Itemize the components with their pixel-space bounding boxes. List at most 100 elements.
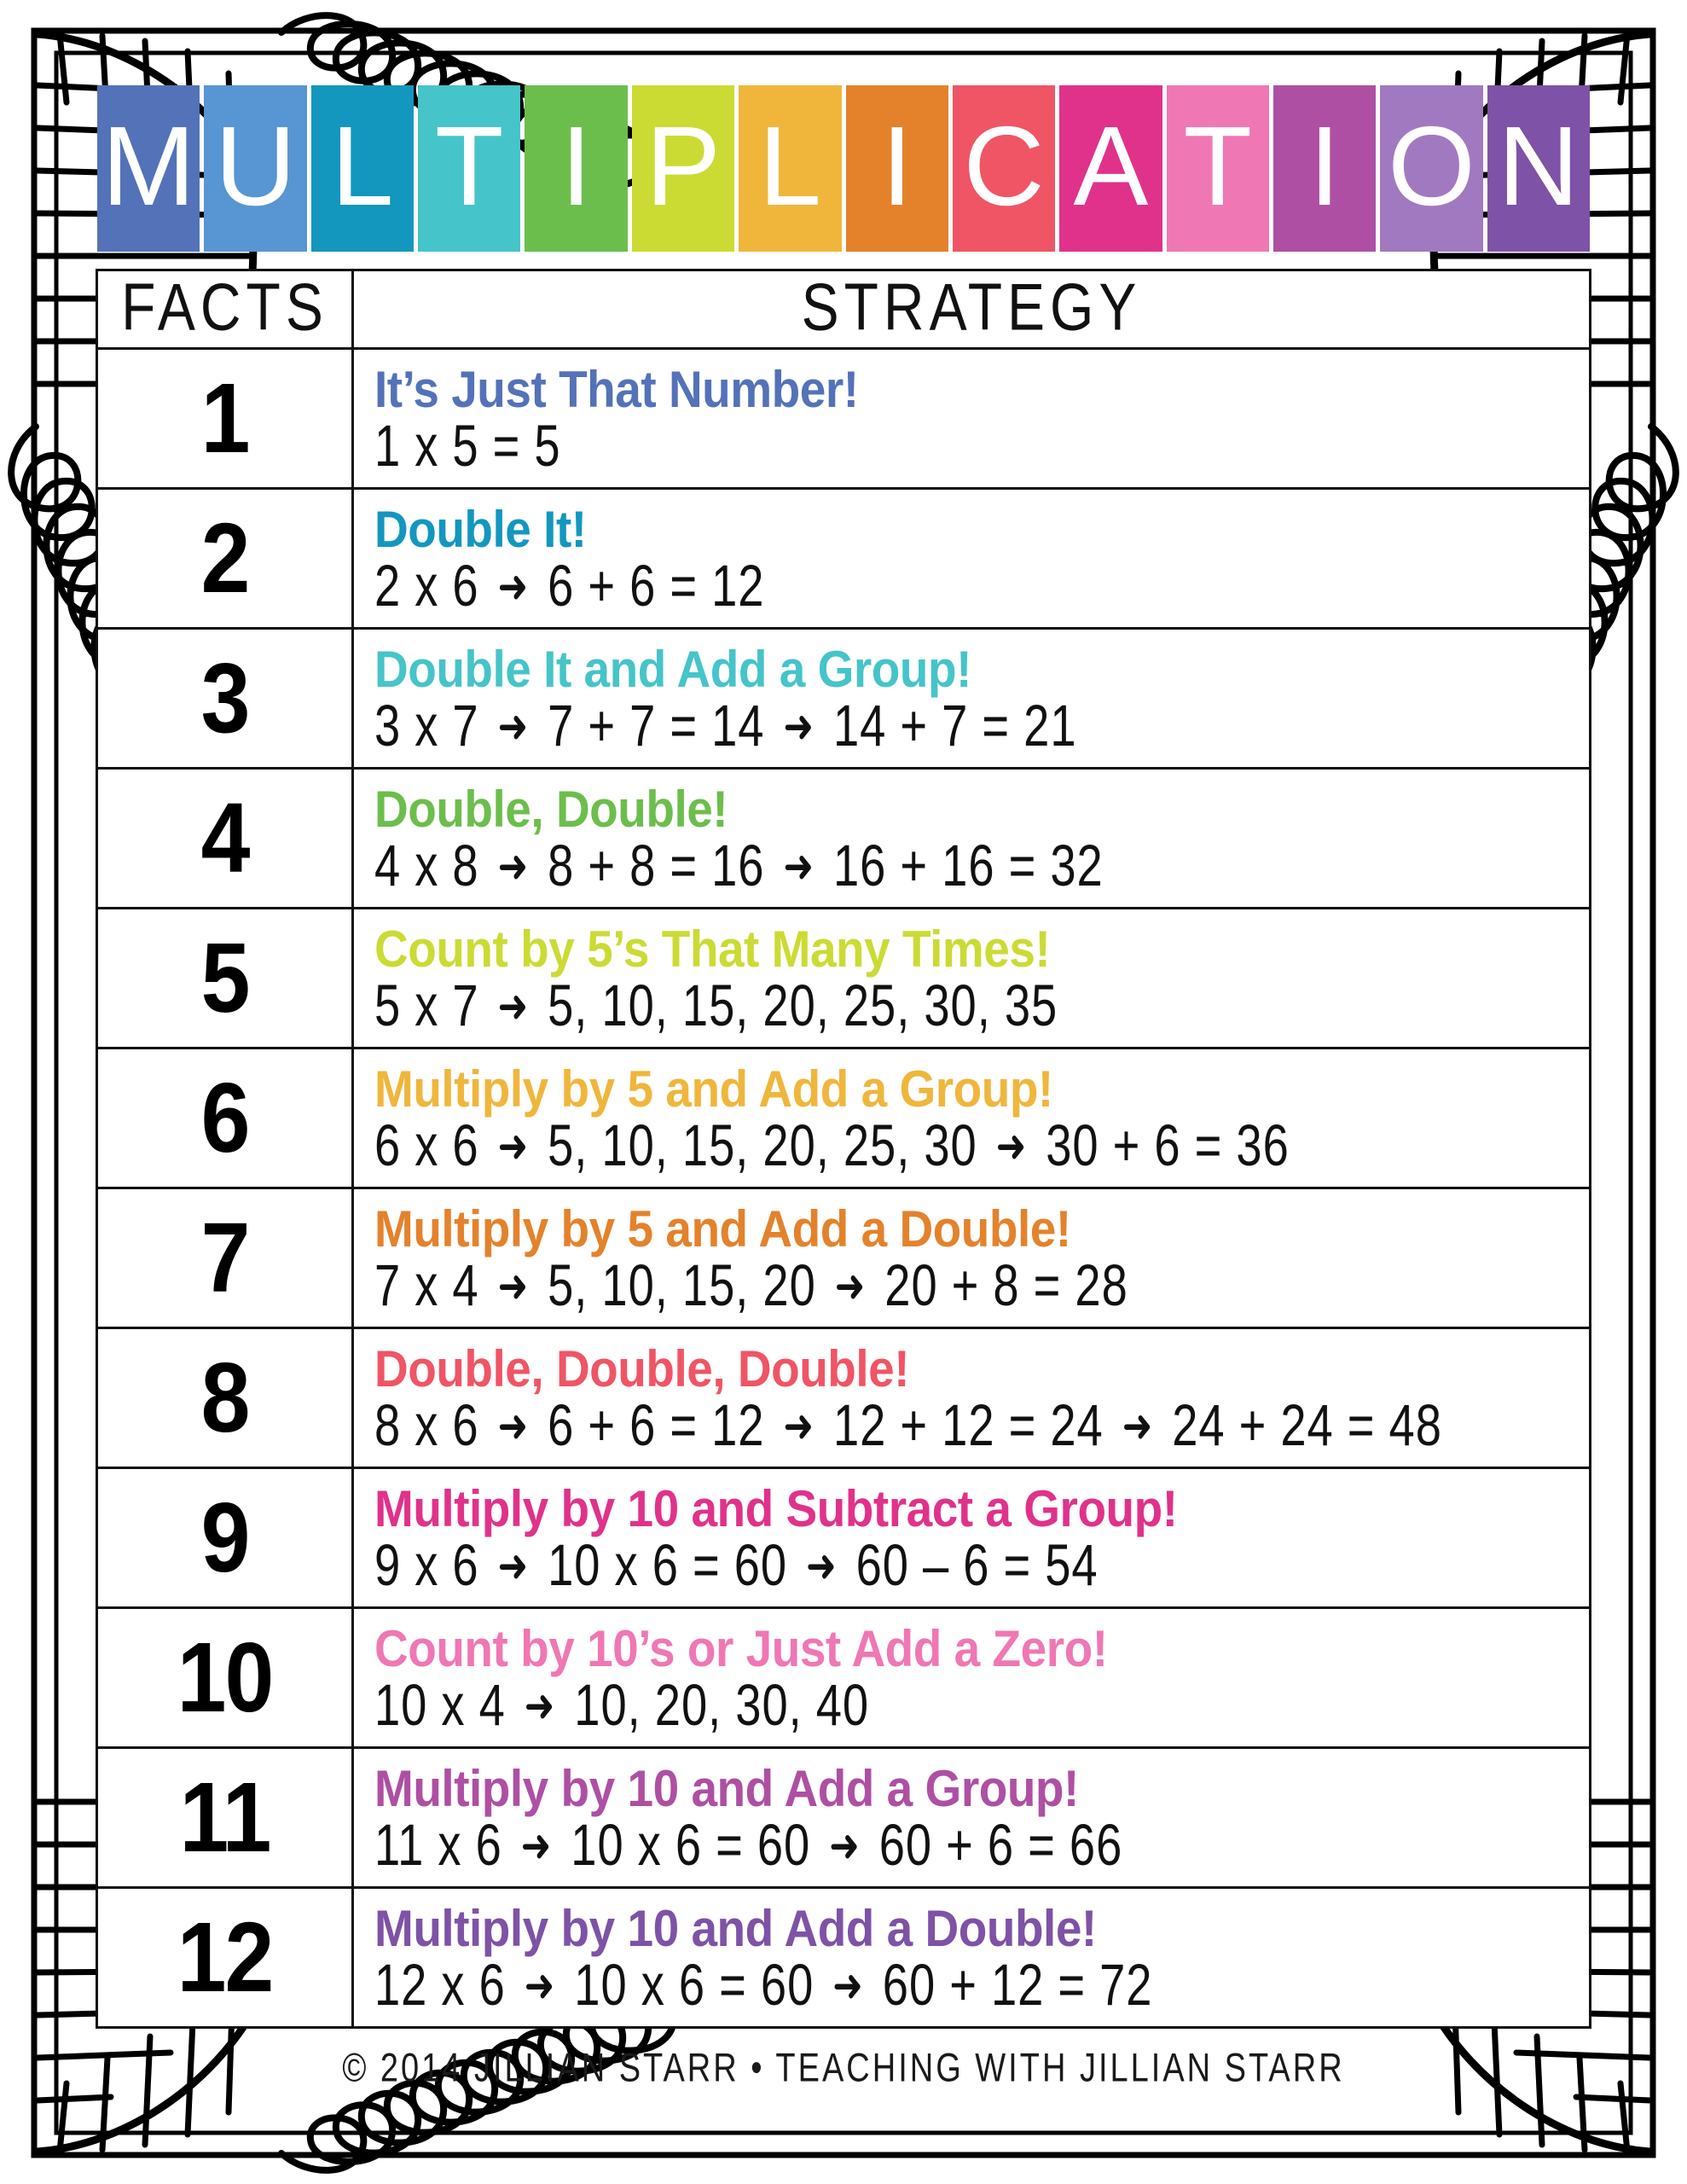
fact-number-8: 8 (96, 1317, 354, 1478)
fact-number-1: 1 (96, 338, 354, 499)
strategy-title-1: It’s Just That Number! (374, 359, 859, 418)
strategy-title-9: Multiply by 10 and Subtract a Group! (374, 1478, 1178, 1537)
strategy-equation-11: 11 x 6 ➜ 10 x 6 = 60 ➜ 60 + 6 = 66 (374, 1812, 1123, 1879)
fact-number-12: 12 (96, 1877, 354, 2038)
strategy-cell-12: Multiply by 10 and Add a Double! 12 x 6 ➜… (351, 1886, 1591, 2029)
fact-number-7: 7 (96, 1177, 354, 1339)
arrow-icon: ➜ (524, 1960, 556, 2012)
arrow-icon: ➜ (834, 1261, 867, 1312)
strategy-cell-1: It’s Just That Number! 1 x 5 = 5 (351, 347, 1591, 490)
title-letter-tile-1: U (204, 85, 307, 252)
table-row: 1 It’s Just That Number! 1 x 5 = 5 (96, 338, 1591, 499)
arrow-icon: ➜ (497, 1401, 530, 1452)
strategy-title-3: Double It and Add a Group! (374, 639, 971, 698)
header-strategy: STRATEGY (351, 261, 1591, 357)
fact-number-9: 9 (96, 1457, 354, 1618)
strategy-cell-3: Double It and Add a Group! 3 x 7 ➜ 7 + 7 … (351, 627, 1591, 770)
arrow-icon: ➜ (995, 1121, 1028, 1172)
title-letter-tile-13: N (1487, 85, 1591, 252)
strategy-cell-11: Multiply by 10 and Add a Group! 11 x 6 ➜ … (351, 1746, 1591, 1889)
strategy-cell-2: Double It! 2 x 6 ➜ 6 + 6 = 12 (351, 487, 1591, 630)
arrow-icon: ➜ (497, 841, 530, 892)
title-letter-tile-5: P (631, 85, 735, 252)
strategy-equation-6: 6 x 6 ➜ 5, 10, 15, 20, 25, 30 ➜ 30 + 6 =… (374, 1112, 1290, 1179)
table-row: 10 Count by 10’s or Just Add a Zero! 10 x … (96, 1597, 1591, 1758)
multiplication-facts-table: FACTS STRATEGY 1 It’s Just That Number! 1 … (96, 261, 1591, 2038)
table-row: 6 Multiply by 5 and Add a Group! 6 x 6 ➜ 5… (96, 1037, 1591, 1199)
title-letter-tile-8: C (952, 85, 1056, 252)
table-row: 8 Double, Double, Double! 8 x 6 ➜ 6 + 6 = … (96, 1317, 1591, 1478)
fact-number-5: 5 (96, 897, 354, 1059)
copyright-credit: © 2014 JILLIAN STARR • TEACHING WITH JIL… (342, 2046, 1345, 2091)
table-row: 4 Double, Double! 4 x 8 ➜ 8 + 8 = 16 ➜ 16 … (96, 758, 1591, 919)
table-row: 9 Multiply by 10 and Subtract a Group! 9 x… (96, 1457, 1591, 1618)
strategy-equation-2: 2 x 6 ➜ 6 + 6 = 12 (374, 553, 765, 619)
title-letter-tile-4: I (525, 85, 628, 252)
arrow-icon: ➜ (832, 1960, 864, 2012)
title-letter-tile-11: I (1272, 85, 1377, 252)
strategy-equation-3: 3 x 7 ➜ 7 + 7 = 14 ➜ 14 + 7 = 21 (374, 693, 1077, 759)
strategy-cell-8: Double, Double, Double! 8 x 6 ➜ 6 + 6 = 1… (351, 1327, 1591, 1469)
strategy-cell-10: Count by 10’s or Just Add a Zero! 10 x 4 … (351, 1606, 1591, 1749)
title-letter-tile-7: I (845, 85, 948, 252)
arrow-icon: ➜ (497, 1121, 530, 1172)
arrow-icon: ➜ (829, 1821, 861, 1872)
strategy-equation-7: 7 x 4 ➜ 5, 10, 15, 20 ➜ 20 + 8 = 28 (374, 1252, 1128, 1319)
strategy-title-12: Multiply by 10 and Add a Double! (374, 1898, 1097, 1957)
strategy-equation-8: 8 x 6 ➜ 6 + 6 = 12 ➜ 12 + 12 = 24 ➜ 24 +… (374, 1392, 1442, 1459)
strategy-cell-9: Multiply by 10 and Subtract a Group! 9 x … (351, 1467, 1591, 1609)
strategy-cell-7: Multiply by 5 and Add a Double! 7 x 4 ➜ 5… (351, 1187, 1591, 1329)
table-row: 12 Multiply by 10 and Add a Double! 12 x 6… (96, 1877, 1591, 2038)
strategy-cell-6: Multiply by 5 and Add a Group! 6 x 6 ➜ 5,… (351, 1047, 1591, 1189)
strategy-equation-4: 4 x 8 ➜ 8 + 8 = 16 ➜ 16 + 16 = 32 (374, 833, 1104, 899)
strategy-title-11: Multiply by 10 and Add a Group! (374, 1758, 1079, 1817)
title-letter-tile-12: O (1380, 85, 1483, 252)
arrow-icon: ➜ (805, 1541, 838, 1592)
arrow-icon: ➜ (497, 561, 530, 613)
strategy-equation-9: 9 x 6 ➜ 10 x 6 = 60 ➜ 60 – 6 = 54 (374, 1532, 1099, 1599)
strategy-title-10: Count by 10’s or Just Add a Zero! (374, 1618, 1108, 1677)
header-facts: FACTS (96, 261, 354, 357)
arrow-icon: ➜ (497, 701, 530, 752)
strategy-title-5: Count by 5’s That Many Times! (374, 919, 1051, 978)
table-row: 7 Multiply by 5 and Add a Double! 7 x 4 ➜ … (96, 1177, 1591, 1339)
title-letter-tile-6: L (739, 85, 842, 252)
strategy-equation-10: 10 x 4 ➜ 10, 20, 30, 40 (374, 1672, 870, 1739)
strategy-title-2: Double It! (374, 499, 587, 558)
title-letter-tile-9: A (1059, 85, 1162, 252)
strategy-title-7: Multiply by 5 and Add a Double! (374, 1199, 1071, 1258)
fact-number-10: 10 (96, 1597, 354, 1758)
arrow-icon: ➜ (783, 841, 815, 892)
arrow-icon: ➜ (497, 1261, 530, 1312)
table-body: 1 It’s Just That Number! 1 x 5 = 5 2 Double … (96, 338, 1591, 2038)
strategy-equation-5: 5 x 7 ➜ 5, 10, 15, 20, 25, 30, 35 (374, 973, 1058, 1039)
table-row: 5 Count by 5’s That Many Times! 5 x 7 ➜ 5,… (96, 897, 1591, 1059)
table-row: 3 Double It and Add a Group! 3 x 7 ➜ 7 + 7… (96, 618, 1591, 779)
table-row: 11 Multiply by 10 and Add a Group! 11 x 6 … (96, 1737, 1591, 1898)
fact-number-11: 11 (96, 1737, 354, 1898)
strategy-title-4: Double, Double! (374, 779, 728, 838)
title-letter-tile-2: L (310, 85, 415, 252)
strategy-title-6: Multiply by 5 and Add a Group! (374, 1059, 1053, 1118)
arrow-icon: ➜ (783, 1401, 815, 1452)
strategy-title-8: Double, Double, Double! (374, 1339, 910, 1397)
arrow-icon: ➜ (1122, 1401, 1154, 1452)
title-letter-tile-3: T (418, 85, 521, 252)
title-letter-tile-10: T (1166, 85, 1269, 252)
fact-number-6: 6 (96, 1037, 354, 1199)
fact-number-4: 4 (96, 758, 354, 919)
arrow-icon: ➜ (520, 1821, 553, 1872)
arrow-icon: ➜ (497, 1541, 530, 1592)
arrow-icon: ➜ (524, 1681, 556, 1732)
title-letter-tile-0: M (97, 85, 200, 252)
fact-number-2: 2 (96, 478, 354, 639)
fact-number-3: 3 (96, 618, 354, 779)
table-header-row: FACTS STRATEGY (96, 261, 1591, 357)
arrow-icon: ➜ (783, 701, 815, 752)
arrow-icon: ➜ (497, 981, 530, 1032)
strategy-equation-1: 1 x 5 = 5 (374, 413, 561, 479)
table-row: 2 Double It! 2 x 6 ➜ 6 + 6 = 12 (96, 478, 1591, 639)
strategy-equation-12: 12 x 6 ➜ 10 x 6 = 60 ➜ 60 + 12 = 72 (374, 1952, 1153, 2018)
